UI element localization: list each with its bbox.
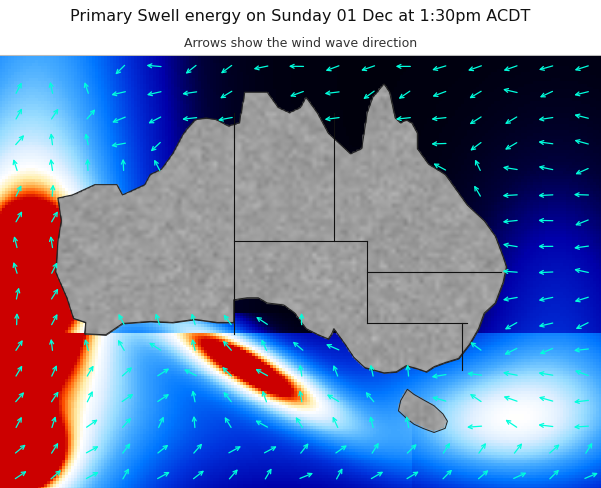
Text: Arrows show the wind wave direction: Arrows show the wind wave direction <box>184 37 417 50</box>
Text: Primary Swell energy on Sunday 01 Dec at 1:30pm ACDT: Primary Swell energy on Sunday 01 Dec at… <box>70 9 531 24</box>
